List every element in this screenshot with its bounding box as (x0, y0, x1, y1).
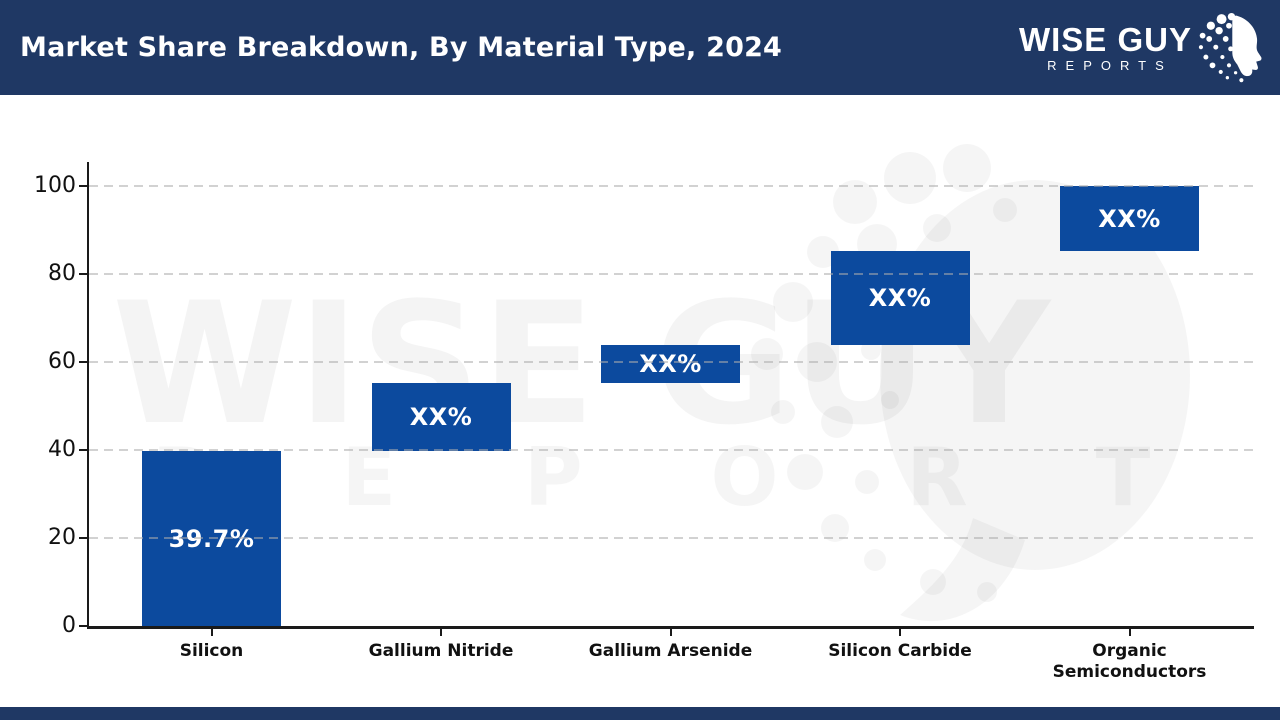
x-tick-label-silicon: Silicon (179, 641, 244, 661)
x-tick-label-gallium-arsenide: Gallium Arsenide (588, 641, 753, 661)
y-tick-mark-40 (79, 449, 88, 451)
header-bar: Market Share Breakdown, By Material Type… (0, 0, 1280, 95)
x-tick-mark-silicon (210, 628, 213, 636)
x-tick-label-gallium-nitride: Gallium Nitride (368, 641, 514, 661)
x-tick-mark-gallium-arsenide (669, 628, 672, 636)
logo-line1: WISE GUY (1018, 21, 1192, 58)
footer-bar (0, 707, 1280, 720)
page-title: Market Share Breakdown, By Material Type… (20, 32, 783, 63)
bar-value-label: XX% (409, 403, 473, 432)
y-tick-label-80: 80 (48, 261, 76, 286)
y-tick-label-20: 20 (48, 525, 76, 550)
x-axis-line (87, 626, 1254, 629)
bar-value-label: XX% (1098, 204, 1161, 233)
gridline-40 (89, 449, 1253, 451)
wiseguy-logo: WISE GUY REPORTS (1019, 7, 1262, 89)
y-tick-mark-80 (79, 273, 88, 275)
y-tick-label-40: 40 (48, 437, 76, 462)
y-axis-line (87, 162, 89, 629)
x-tick-mark-silicon-carbide (899, 628, 901, 636)
x-tick-label-organic-semiconductors: Organic Semiconductors (1052, 641, 1207, 683)
gridline-80 (89, 273, 1253, 275)
gridline-100 (89, 185, 1253, 187)
x-tick-mark-gallium-nitride (440, 628, 442, 636)
x-tick-mark-organic-semiconductors (1128, 628, 1131, 636)
y-tick-label-0: 0 (62, 613, 76, 638)
logo-head-icon (1198, 12, 1262, 82)
y-tick-mark-0 (79, 625, 88, 627)
bar-value-label: XX% (868, 283, 932, 312)
bar-gallium-nitride: XX% (371, 383, 511, 452)
y-tick-label-100: 100 (34, 173, 76, 198)
gridline-20 (89, 537, 1253, 539)
bar-gallium-arsenide: XX% (601, 344, 740, 384)
y-tick-mark-60 (79, 361, 88, 363)
gridline-60 (89, 361, 1253, 363)
bar-organic-semiconductors: XX% (1060, 186, 1199, 252)
bar-value-label: XX% (639, 349, 702, 378)
bar-silicon-carbide: XX% (830, 251, 970, 345)
y-tick-mark-100 (79, 185, 88, 187)
y-tick-label-60: 60 (48, 349, 76, 374)
x-tick-label-silicon-carbide: Silicon Carbide (828, 641, 972, 661)
logo-wordmark: WISE GUY REPORTS (1019, 23, 1192, 72)
y-tick-mark-20 (79, 537, 88, 539)
logo-line2: REPORTS (1047, 58, 1173, 73)
